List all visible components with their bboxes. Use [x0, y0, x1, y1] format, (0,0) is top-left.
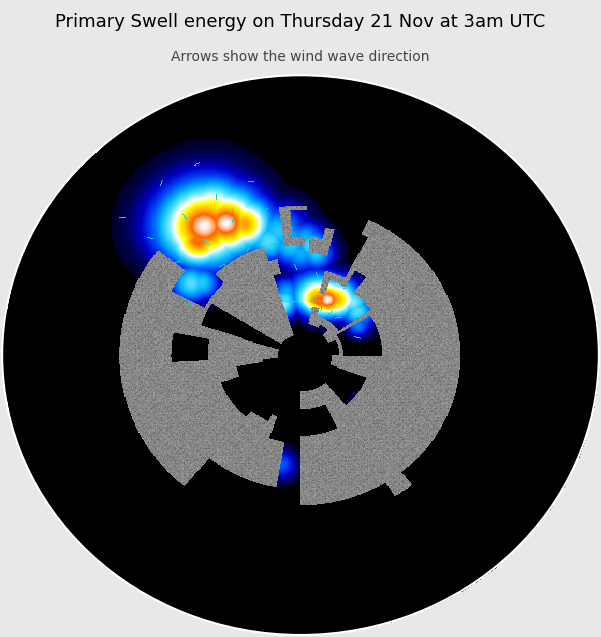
- Text: Arrows show the wind wave direction: Arrows show the wind wave direction: [171, 50, 430, 64]
- Text: Primary Swell energy on Thursday 21 Nov at 3am UTC: Primary Swell energy on Thursday 21 Nov …: [55, 13, 546, 31]
